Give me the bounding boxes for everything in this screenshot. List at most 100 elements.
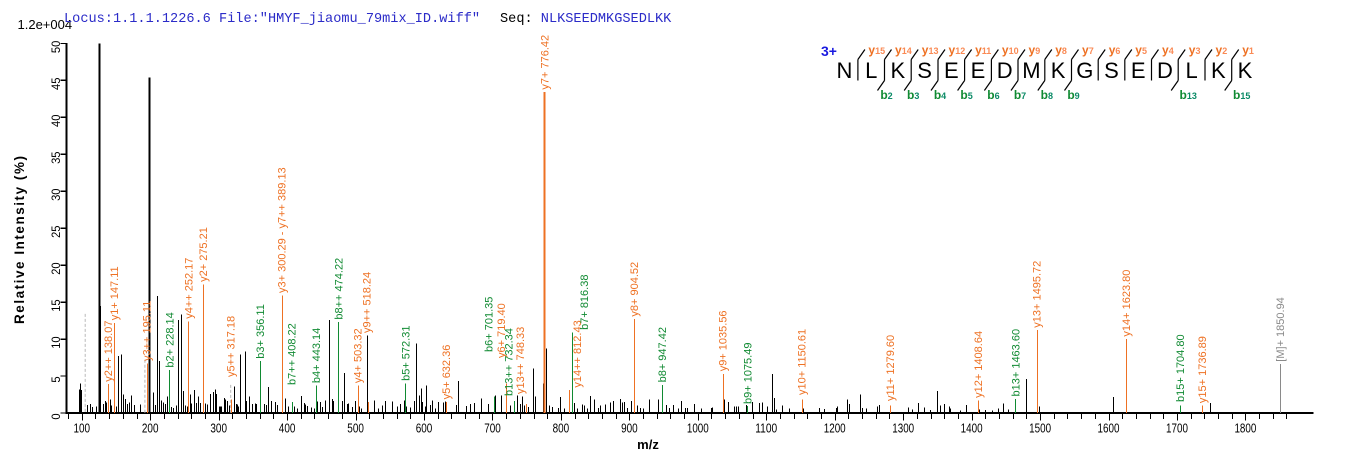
svg-text:b5: b5 (960, 88, 972, 102)
svg-text:100: 100 (74, 421, 91, 436)
svg-text:b7+ 816.38: b7+ 816.38 (579, 275, 591, 330)
svg-text:15: 15 (49, 299, 63, 312)
svg-text:1.2e+004: 1.2e+004 (18, 17, 73, 32)
svg-text:Seq:: Seq: (500, 12, 533, 27)
svg-text:10: 10 (49, 336, 63, 349)
svg-text:1400: 1400 (961, 421, 983, 436)
svg-text:b3: b3 (907, 88, 919, 102)
svg-text:1300: 1300 (892, 421, 914, 436)
svg-text:y14: y14 (895, 43, 912, 57)
svg-text:200: 200 (142, 421, 159, 436)
svg-text:b8: b8 (1041, 88, 1053, 102)
svg-text:1500: 1500 (1029, 421, 1051, 436)
svg-text:K: K (891, 58, 906, 83)
svg-text:1800: 1800 (1234, 421, 1256, 436)
svg-text:y13++ 748.33: y13++ 748.33 (515, 327, 527, 394)
svg-text:E: E (944, 58, 959, 83)
svg-text:3+: 3+ (821, 43, 837, 59)
svg-text:y10+ 1150.61: y10+ 1150.61 (797, 329, 809, 395)
svg-text:1200: 1200 (824, 421, 846, 436)
svg-text:y4: y4 (1162, 43, 1174, 57)
svg-text:b6: b6 (987, 88, 999, 102)
svg-text:700: 700 (484, 421, 501, 436)
svg-text:E: E (971, 58, 986, 83)
svg-text:y15: y15 (868, 43, 885, 57)
svg-text:y5++ 317.18: y5++ 317.18 (226, 316, 238, 377)
svg-text:m/z: m/z (637, 437, 659, 452)
svg-text:5: 5 (49, 376, 63, 382)
svg-text:b8++ 474.22: b8++ 474.22 (333, 258, 345, 320)
svg-text:y5: y5 (1135, 43, 1147, 57)
svg-text:b4: b4 (934, 88, 946, 102)
svg-text:N: N (837, 58, 853, 83)
svg-text:1700: 1700 (1166, 421, 1188, 436)
svg-text:300: 300 (210, 421, 227, 436)
svg-text:25: 25 (49, 225, 63, 238)
svg-text:y3: y3 (1189, 43, 1201, 57)
svg-text:400: 400 (279, 421, 296, 436)
svg-text:y3+ 300.29 - y7++ 389.13: y3+ 300.29 - y7++ 389.13 (277, 167, 289, 293)
svg-text:b13++ 732.34: b13++ 732.34 (504, 328, 516, 396)
svg-text:1000: 1000 (687, 421, 709, 436)
svg-text:E: E (1131, 58, 1146, 83)
svg-text:S: S (1104, 58, 1119, 83)
svg-text:b6+ 701.35: b6+ 701.35 (484, 297, 496, 352)
svg-text:y2++ 138.07: y2++ 138.07 (103, 321, 115, 382)
svg-text:b2+ 228.14: b2+ 228.14 (164, 312, 176, 367)
svg-text:y4++ 252.17: y4++ 252.17 (184, 258, 196, 319)
svg-text:y1: y1 (1242, 43, 1254, 57)
svg-text:45: 45 (49, 77, 63, 90)
svg-text:S: S (917, 58, 932, 83)
svg-text:y12+ 1408.64: y12+ 1408.64 (973, 331, 985, 398)
svg-text:20: 20 (49, 262, 63, 275)
svg-text:y15+ 1736.89: y15+ 1736.89 (1197, 336, 1209, 403)
svg-text:y11: y11 (975, 43, 991, 57)
svg-text:b7++ 408.22: b7++ 408.22 (287, 323, 299, 385)
svg-text:b15: b15 (1233, 88, 1250, 102)
svg-text:40: 40 (49, 114, 63, 127)
svg-text:y8+ 904.52: y8+ 904.52 (629, 262, 641, 317)
svg-text:Relative Intensity (%): Relative Intensity (%) (12, 156, 27, 324)
svg-text:D: D (1157, 58, 1173, 83)
svg-text:y6+ 719.40: y6+ 719.40 (496, 303, 508, 358)
svg-text:y9+ 1035.56: y9+ 1035.56 (718, 310, 730, 371)
svg-text:y7+ 776.42: y7+ 776.42 (539, 35, 551, 90)
svg-text:K: K (1238, 58, 1253, 83)
svg-text:50: 50 (49, 40, 63, 53)
svg-text:y3++ 195.11: y3++ 195.11 (142, 301, 154, 361)
svg-text:y13+ 1495.72: y13+ 1495.72 (1032, 261, 1044, 328)
svg-text:y7: y7 (1082, 43, 1094, 57)
svg-text:600: 600 (416, 421, 433, 436)
svg-text:M: M (1022, 58, 1040, 83)
svg-text:NLKSEEDMKGSEDLKK: NLKSEEDMKGSEDLKK (541, 12, 672, 27)
svg-text:L: L (865, 58, 877, 83)
svg-text:b9: b9 (1067, 88, 1079, 102)
svg-text:b5+ 572.31: b5+ 572.31 (400, 326, 412, 381)
svg-text:b8+ 947.42: b8+ 947.42 (657, 327, 669, 382)
svg-text:30: 30 (49, 188, 63, 201)
svg-text:K: K (1051, 58, 1066, 83)
svg-text:1100: 1100 (755, 421, 777, 436)
svg-text:b7: b7 (1014, 88, 1026, 102)
svg-text:[M]+ 1850.94: [M]+ 1850.94 (1275, 297, 1287, 362)
svg-text:900: 900 (621, 421, 638, 436)
svg-text:y4+ 503.32: y4+ 503.32 (353, 328, 365, 383)
svg-text:K: K (1211, 58, 1226, 83)
svg-text:Locus:1.1.1.1226.6 File:"HMYF_: Locus:1.1.1.1226.6 File:"HMYF_jiaomu_79m… (64, 12, 480, 27)
svg-text:b3+ 356.11: b3+ 356.11 (255, 304, 267, 359)
svg-text:b15+ 1704.80: b15+ 1704.80 (1175, 334, 1187, 402)
svg-text:y9++ 518.24: y9++ 518.24 (362, 272, 374, 333)
svg-text:y11+ 1279.60: y11+ 1279.60 (885, 335, 897, 401)
svg-text:b2: b2 (880, 88, 892, 102)
svg-text:y13: y13 (922, 43, 939, 57)
svg-text:800: 800 (553, 421, 570, 436)
svg-text:0: 0 (49, 413, 63, 419)
svg-text:y10: y10 (1002, 43, 1019, 57)
svg-text:y9: y9 (1029, 43, 1041, 57)
svg-text:D: D (997, 58, 1013, 83)
svg-text:b4+ 443.14: b4+ 443.14 (311, 328, 323, 383)
svg-text:y12: y12 (949, 43, 966, 57)
svg-text:y2: y2 (1216, 43, 1228, 57)
svg-text:y6: y6 (1109, 43, 1121, 57)
svg-text:500: 500 (347, 421, 364, 436)
